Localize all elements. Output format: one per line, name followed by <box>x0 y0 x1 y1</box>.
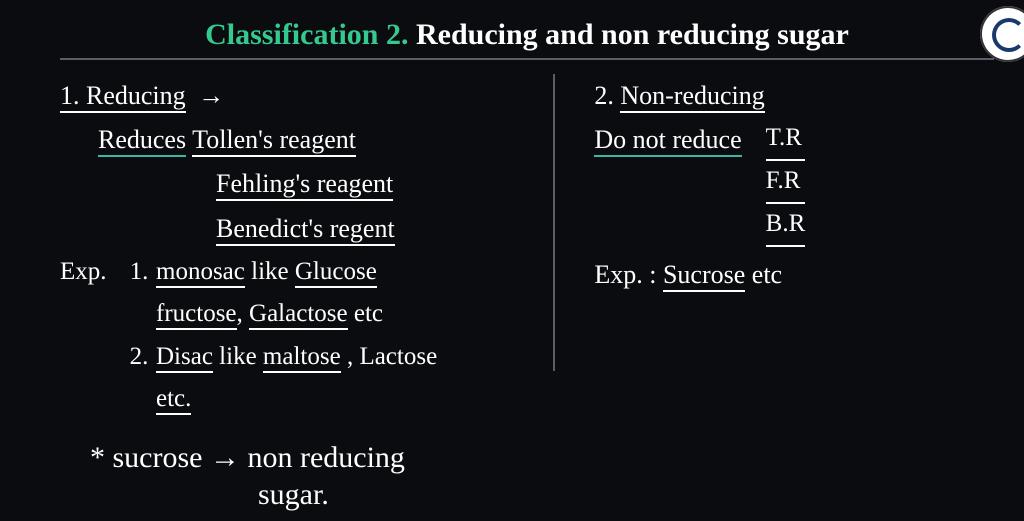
exp-item-1: Exp. 1. monosac like Glucose fructose, G… <box>60 251 544 336</box>
exp-item-2-num: 2. <box>122 336 156 379</box>
abbr-fr: F.R <box>766 161 806 204</box>
right-exp-tail: etc <box>745 260 782 289</box>
exp-label: Exp. <box>60 251 122 294</box>
exp-item-2: 2. Disac like maltose , Lactose etc. <box>60 336 544 421</box>
reduces-line: Reduces Tollen's reagent <box>98 118 544 162</box>
page-title: Classification 2. Reducing and non reduc… <box>60 18 994 60</box>
galactose: Galactose <box>249 300 348 330</box>
exp2-tail: , Lactose <box>341 343 437 370</box>
exp1-mid: like <box>245 258 295 285</box>
title-prefix: Classification 2. <box>205 18 408 51</box>
abbr-tr: T.R <box>766 118 806 161</box>
maltose: maltose <box>263 343 341 373</box>
do-not-reduce-lead: Do not reduce <box>594 118 741 162</box>
tollen-reagent: Tollen's reagent <box>192 125 356 157</box>
exp2-mid: like <box>213 343 263 370</box>
benedict-reagent: Benedict's regent <box>216 214 395 246</box>
handwritten-note: * sucrose → non reducing sugar. <box>90 439 544 514</box>
arrow-right-icon: → <box>198 74 224 118</box>
fehling-reagent: Fehling's reagent <box>216 169 393 201</box>
exp-item-1-line2: fructose, Galactose etc <box>156 293 544 336</box>
right-exp: Exp. : Sucrose etc <box>594 253 994 297</box>
right-exp-label: Exp. : <box>594 260 663 289</box>
reducing-heading-text: 1. Reducing <box>60 81 186 113</box>
hand-line1: * sucrose → non reducing <box>90 439 544 477</box>
reduces-word: Reduces <box>98 125 186 157</box>
monosac: monosac <box>156 258 245 288</box>
columns: 1. Reducing → Reduces Tollen's reagent F… <box>60 74 994 514</box>
do-not-reduce-row: Do not reduce T.R F.R B.R <box>594 118 994 247</box>
reducing-heading: 1. Reducing → <box>60 74 544 118</box>
reagent-abbr-col: T.R F.R B.R <box>766 118 806 247</box>
exp1-l2-tail: etc <box>348 300 383 327</box>
column-reducing: 1. Reducing → Reduces Tollen's reagent F… <box>60 74 564 514</box>
exp-item-1-num: 1. <box>122 251 156 294</box>
abbr-br: B.R <box>766 204 806 247</box>
sucrose: Sucrose <box>663 260 745 292</box>
fructose: fructose <box>156 300 237 330</box>
title-rest: Reducing and non reducing sugar <box>408 18 848 51</box>
etc: etc. <box>156 385 191 415</box>
nonreducing-heading: 2. Non-reducing <box>594 74 994 118</box>
exp-item-2-line2: etc. <box>156 378 544 421</box>
exp1-l2-mid: , <box>237 300 250 327</box>
fehling-line: Fehling's reagent <box>216 162 544 206</box>
exp-item-1-body: monosac like Glucose fructose, Galactose… <box>156 251 544 336</box>
exp-item-2-body: Disac like maltose , Lactose etc. <box>156 336 544 421</box>
hand-line2: sugar. <box>258 476 544 514</box>
do-not-reduce-text: Do not reduce <box>594 125 741 157</box>
nonreducing-word: Non-reducing <box>620 81 764 113</box>
column-non-reducing: 2. Non-reducing Do not reduce T.R F.R B.… <box>564 74 994 514</box>
benedict-line: Benedict's regent <box>216 207 544 251</box>
nonreducing-pre: 2. <box>594 81 620 110</box>
disac: Disac <box>156 343 213 373</box>
glucose: Glucose <box>295 258 377 288</box>
